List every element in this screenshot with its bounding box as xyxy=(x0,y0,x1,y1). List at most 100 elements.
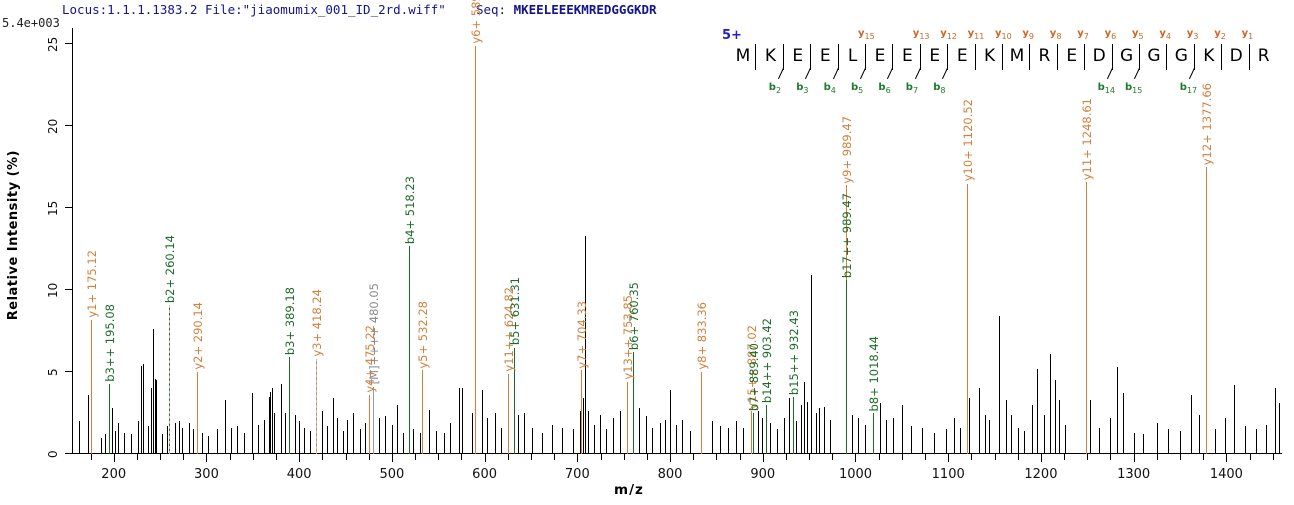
annotated-spectrum-peak xyxy=(513,347,515,454)
spectrum-peak xyxy=(352,413,354,454)
ladder-residue: E xyxy=(1066,46,1078,66)
spectrum-peak xyxy=(830,419,832,454)
ladder-y-ion-label: y10 xyxy=(995,28,1012,41)
spectrum-peak xyxy=(524,413,526,454)
spectrum-peak xyxy=(1215,429,1217,454)
peak-label: y7+ 704.33 xyxy=(575,300,590,369)
spectrum-peak xyxy=(131,434,133,454)
peak-label: b14++ 903.42 xyxy=(759,317,774,403)
spectrum-peak xyxy=(294,414,296,454)
y-axis-title: Relative Intensity (%) xyxy=(6,150,21,321)
spectrum-peak xyxy=(1198,414,1200,454)
annotated-spectrum-peak xyxy=(109,383,111,454)
x-axis-tick-label: 1100 xyxy=(931,467,965,482)
ladder-b-ion-label: b7 xyxy=(905,82,919,95)
spectrum-peak xyxy=(1142,434,1144,454)
spectrum-plot: 0 5 10 15 20 25 200 300 400 500 600 700 800 900 1000 1… xyxy=(46,0,1282,482)
ladder-residue: R xyxy=(1038,46,1051,66)
ladder-y-ion-label: y5 xyxy=(1132,28,1144,41)
x-axis-minor-tick xyxy=(530,454,532,460)
spectrum-peak xyxy=(989,419,990,454)
peak-label: b5+ 631.31 xyxy=(507,277,522,346)
spectrum-peak xyxy=(326,426,328,454)
y-axis-tick-label: 10 xyxy=(46,282,60,298)
spectrum-peak xyxy=(378,417,380,454)
ladder-b-ion-stroke xyxy=(1188,67,1195,80)
x-axis-minor-tick xyxy=(1249,454,1251,460)
spectrum-peak xyxy=(531,427,533,454)
spectrum-peak xyxy=(1244,426,1246,454)
file-text: File:"jiaomumix_001_ID_2rd.wiff" xyxy=(205,2,446,17)
peak-label: y11+ 1248.61 xyxy=(1079,97,1094,181)
spectrum-peak xyxy=(193,429,195,454)
spectrum-peak xyxy=(985,414,987,454)
spectrum-peak xyxy=(1266,424,1268,454)
y-axis-tick-label: 20 xyxy=(46,118,60,134)
ladder-residue: E xyxy=(929,46,941,66)
spectrum-peak xyxy=(114,431,116,454)
x-axis-minor-tick xyxy=(785,454,787,460)
spectrum-peak xyxy=(397,404,399,454)
annotated-spectrum-peak xyxy=(373,386,375,454)
ladder-y-ion-label: y11 xyxy=(967,28,985,41)
x-axis-minor-tick xyxy=(739,454,741,460)
spectrum-peak xyxy=(174,422,176,454)
annotated-spectrum-peak xyxy=(90,319,92,454)
x-axis-title: m/z xyxy=(614,482,644,498)
spectrum-peak xyxy=(413,429,415,454)
spectrum-peak xyxy=(87,395,89,454)
ladder-cleavage-mark xyxy=(1029,44,1031,70)
spectrum-peak xyxy=(1110,417,1112,454)
spectrum-peak xyxy=(864,424,866,454)
spectrum-peak xyxy=(1116,367,1118,454)
ladder-y-ion-label: y15 xyxy=(858,28,875,41)
spectrum-peak xyxy=(385,416,387,454)
spectrum-peak xyxy=(1090,399,1092,454)
ladder-cleavage-mark xyxy=(919,44,921,70)
spectrum-peak xyxy=(154,378,156,454)
x-axis-minor-tick xyxy=(971,454,973,460)
x-axis-tick-label: 800 xyxy=(657,467,683,482)
ladder-y-ion-label: y8 xyxy=(1049,28,1062,41)
spectrum-peak xyxy=(216,429,218,454)
spectrum-peak xyxy=(776,429,778,454)
x-axis-tick-label: 300 xyxy=(194,467,219,482)
x-axis-minor-tick xyxy=(438,454,440,460)
x-axis-minor-tick xyxy=(461,454,463,460)
peak-label: y8+ 833.36 xyxy=(694,302,709,371)
spectrum-peak xyxy=(105,434,107,454)
ladder-cleavage-mark xyxy=(1056,44,1058,70)
ladder-b-ion-stroke xyxy=(777,67,784,80)
spectrum-peak xyxy=(588,411,590,454)
x-axis-minor-tick xyxy=(345,454,347,460)
y-axis-tick xyxy=(65,289,72,291)
y-axis-line xyxy=(72,28,73,454)
annotated-spectrum-peak xyxy=(474,46,476,454)
peak-label: b4+ 518.23 xyxy=(402,175,417,244)
ladder-residue: L xyxy=(847,46,858,66)
ladder-y-ion-label: y12 xyxy=(940,28,957,41)
spectrum-peak xyxy=(231,427,233,454)
peak-label: [M]++++ 480.05 xyxy=(367,283,382,385)
spectrum-peak xyxy=(270,391,272,454)
ladder-y-ion-label: y9 xyxy=(1022,28,1035,41)
spectrum-peak xyxy=(758,411,760,454)
spectrum-peak xyxy=(659,422,661,454)
x-axis-minor-tick xyxy=(646,454,648,460)
x-axis-minor-tick xyxy=(136,454,138,460)
spectrum-peak xyxy=(1156,422,1158,454)
ladder-residue: K xyxy=(1203,46,1215,66)
spectrum-peak xyxy=(886,419,888,454)
spectrum-peak xyxy=(1279,403,1281,454)
spectrum-peak xyxy=(224,399,226,454)
spectrum-peak xyxy=(237,426,239,454)
spectrum-peak xyxy=(471,413,473,454)
ladder-residue: G xyxy=(1147,46,1161,66)
y-axis-tick xyxy=(65,207,72,209)
x-axis-minor-tick xyxy=(1272,454,1274,460)
annotated-spectrum-peak xyxy=(627,381,629,454)
spectrum-peak xyxy=(178,421,180,454)
ladder-residue: D xyxy=(1229,46,1243,66)
spectrum-peak xyxy=(682,419,684,454)
spectrum-peak xyxy=(150,388,152,454)
